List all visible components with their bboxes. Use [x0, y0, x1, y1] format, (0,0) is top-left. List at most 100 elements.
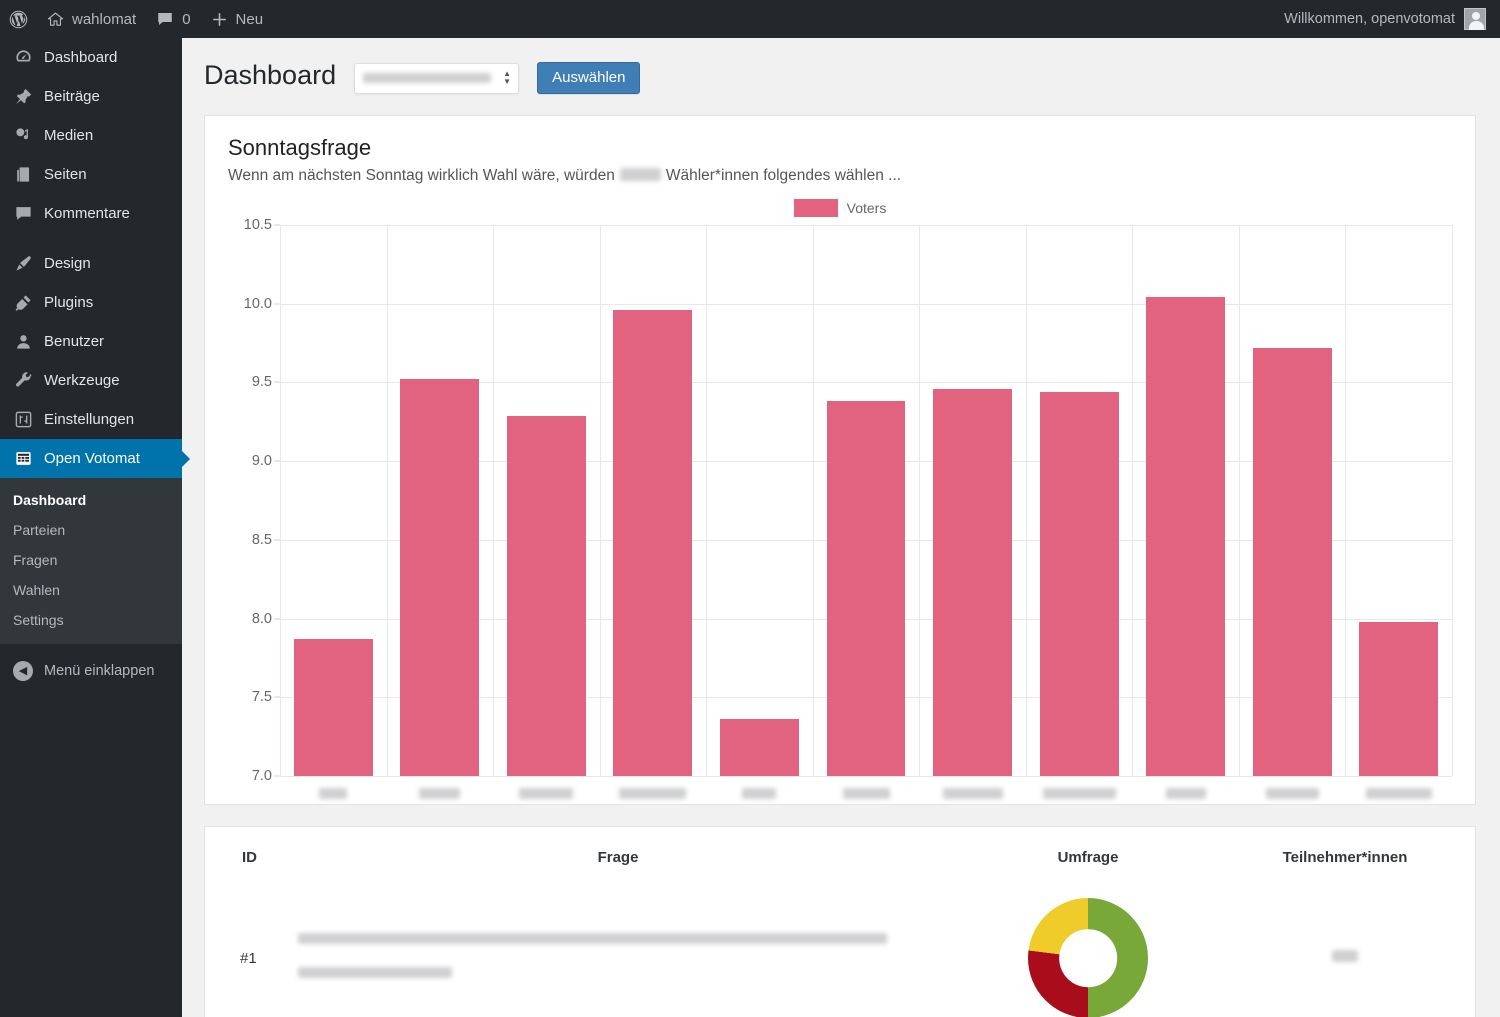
y-axis-tick-label: 7.5 [251, 689, 272, 706]
x-axis-label-redacted [419, 787, 461, 799]
account-menu[interactable]: Willkommen, openvotomat [1284, 8, 1500, 30]
submenu-item-wahlen[interactable]: Wahlen [13, 582, 60, 598]
vertical-gridline [386, 225, 388, 776]
chevron-updown-icon: ▲ ▼ [503, 69, 512, 86]
media-icon [13, 126, 33, 146]
sonntagsfrage-card: Sonntagsfrage Wenn am nächsten Sonntag w… [204, 115, 1476, 805]
submenu-item-dashboard[interactable]: Dashboard [13, 492, 87, 508]
x-axis-label-redacted [1042, 787, 1116, 799]
sidebar-item-open-votomat[interactable]: Open Votomat [0, 439, 190, 478]
bar[interactable] [720, 719, 799, 776]
submenu-item-fragen[interactable]: Fragen [13, 552, 58, 568]
site-name-label: wahlomat [72, 10, 137, 28]
y-axis-tick-label: 10.0 [243, 295, 272, 312]
questions-table-body: #1 [228, 884, 1452, 1017]
new-content-button[interactable]: Neu [201, 0, 274, 38]
user-icon [13, 332, 33, 352]
chevron-left-icon: ◀ [13, 661, 33, 681]
pin-icon [13, 87, 33, 107]
bar-slot [493, 225, 600, 776]
content-area: Dashboard ▲ ▼ Auswählen Sonntagsfrage Wen… [182, 38, 1500, 1017]
x-axis-label-redacted [1265, 787, 1319, 799]
vertical-gridline [706, 225, 708, 776]
sidebar-item-medien[interactable]: Medien [0, 116, 182, 155]
y-axis-tick-mark [274, 618, 280, 620]
sidebar-item-werkzeuge[interactable]: Werkzeuge [0, 361, 182, 400]
wordpress-logo-button[interactable] [0, 0, 37, 38]
bar[interactable] [1039, 391, 1119, 776]
x-axis-tick [600, 781, 707, 805]
legend-label-voters: Voters [846, 200, 887, 216]
bar-series-voters [280, 225, 1452, 776]
submenu-item-settings[interactable]: Settings [13, 612, 64, 628]
chart-title: Sonntagsfrage [228, 135, 372, 160]
bar-slot [813, 225, 920, 776]
sidebar-item-plugins[interactable]: Plugins [0, 283, 182, 322]
bar[interactable] [613, 310, 693, 776]
sidebar-separator [0, 233, 182, 244]
submenu-item-parteien[interactable]: Parteien [13, 522, 66, 538]
column-header-frage: Frage [597, 849, 639, 866]
settings-icon [13, 410, 33, 430]
plus-icon [212, 12, 226, 26]
page-title: Dashboard [204, 60, 337, 91]
sidebar-item-label: Dashboard [44, 49, 118, 66]
sidebar-item-seiten[interactable]: Seiten [0, 155, 182, 194]
column-header-teilnehmer: Teilnehmer*innen [1282, 849, 1408, 866]
questions-table-card: ID Frage Umfrage Teilnehmer*innen #1 [204, 826, 1476, 1017]
sidebar-item-kommentare[interactable]: Kommentare [0, 194, 182, 233]
bar[interactable] [1359, 621, 1439, 776]
y-axis-tick-mark [274, 460, 280, 462]
voter-count-redacted [619, 168, 661, 181]
comments-link[interactable]: 0 [146, 0, 200, 38]
site-name-link[interactable]: wahlomat [37, 0, 146, 38]
sidebar-item-design[interactable]: Design [0, 244, 182, 283]
comment-icon [13, 204, 33, 224]
admin-sidebar: Dashboard Beiträge Medien Seiten Kommentare D… [0, 38, 190, 1017]
y-axis-tick-mark [274, 303, 280, 305]
y-axis-tick-label: 8.0 [251, 610, 272, 627]
brush-icon [13, 254, 33, 274]
sidebar-item-label: Werkzeuge [44, 372, 120, 389]
y-axis-tick-label: 8.5 [251, 531, 272, 548]
bar[interactable] [400, 379, 480, 776]
sidebar-item-label: Medien [44, 127, 94, 144]
chart-subtitle-after: Wähler*innen folgendes wählen ... [665, 167, 902, 184]
select-submit-button[interactable]: Auswählen [537, 62, 641, 94]
bar[interactable] [1252, 347, 1332, 776]
new-label: Neu [235, 10, 264, 28]
sidebar-item-einstellungen[interactable]: Einstellungen [0, 400, 182, 439]
bar[interactable] [933, 388, 1012, 776]
vertical-gridline [493, 225, 495, 776]
x-axis-tick [1132, 781, 1239, 805]
umfrage-donut-chart [1028, 898, 1148, 1017]
sidebar-item-beitr-ge[interactable]: Beiträge [0, 77, 182, 116]
x-axis-tick [706, 781, 813, 805]
x-axis-label-redacted [842, 787, 890, 799]
chart-legend: Voters [228, 199, 1452, 217]
sidebar-item-benutzer[interactable]: Benutzer [0, 322, 182, 361]
y-axis-tick-label: 10.5 [243, 217, 272, 233]
sidebar-item-dashboard[interactable]: Dashboard [0, 38, 182, 77]
horizontal-gridline [280, 776, 1452, 777]
bar[interactable] [1146, 297, 1226, 776]
table-row[interactable]: #1 [228, 884, 1452, 1017]
sidebar-item-label: Kommentare [44, 205, 130, 222]
bar[interactable] [293, 639, 373, 776]
vertical-gridline [1345, 225, 1347, 776]
bar[interactable] [826, 401, 906, 776]
plot-area [280, 225, 1453, 776]
table-header-row: ID Frage Umfrage Teilnehmer*innen [228, 827, 1452, 884]
collapse-menu-button[interactable]: ◀ Menü einklappen [0, 652, 182, 690]
avatar [1464, 8, 1486, 30]
comment-bubble-icon [158, 13, 172, 25]
bar-slot [1239, 225, 1346, 776]
election-select[interactable]: ▲ ▼ [354, 62, 520, 94]
bar-slot [1345, 225, 1452, 776]
cell-umfrage [938, 884, 1238, 1017]
bar[interactable] [506, 415, 586, 776]
frage-text-redacted [298, 933, 887, 944]
cell-frage [298, 884, 938, 1017]
y-axis-tick-mark [274, 224, 280, 226]
sidebar-item-label: Benutzer [44, 333, 105, 350]
